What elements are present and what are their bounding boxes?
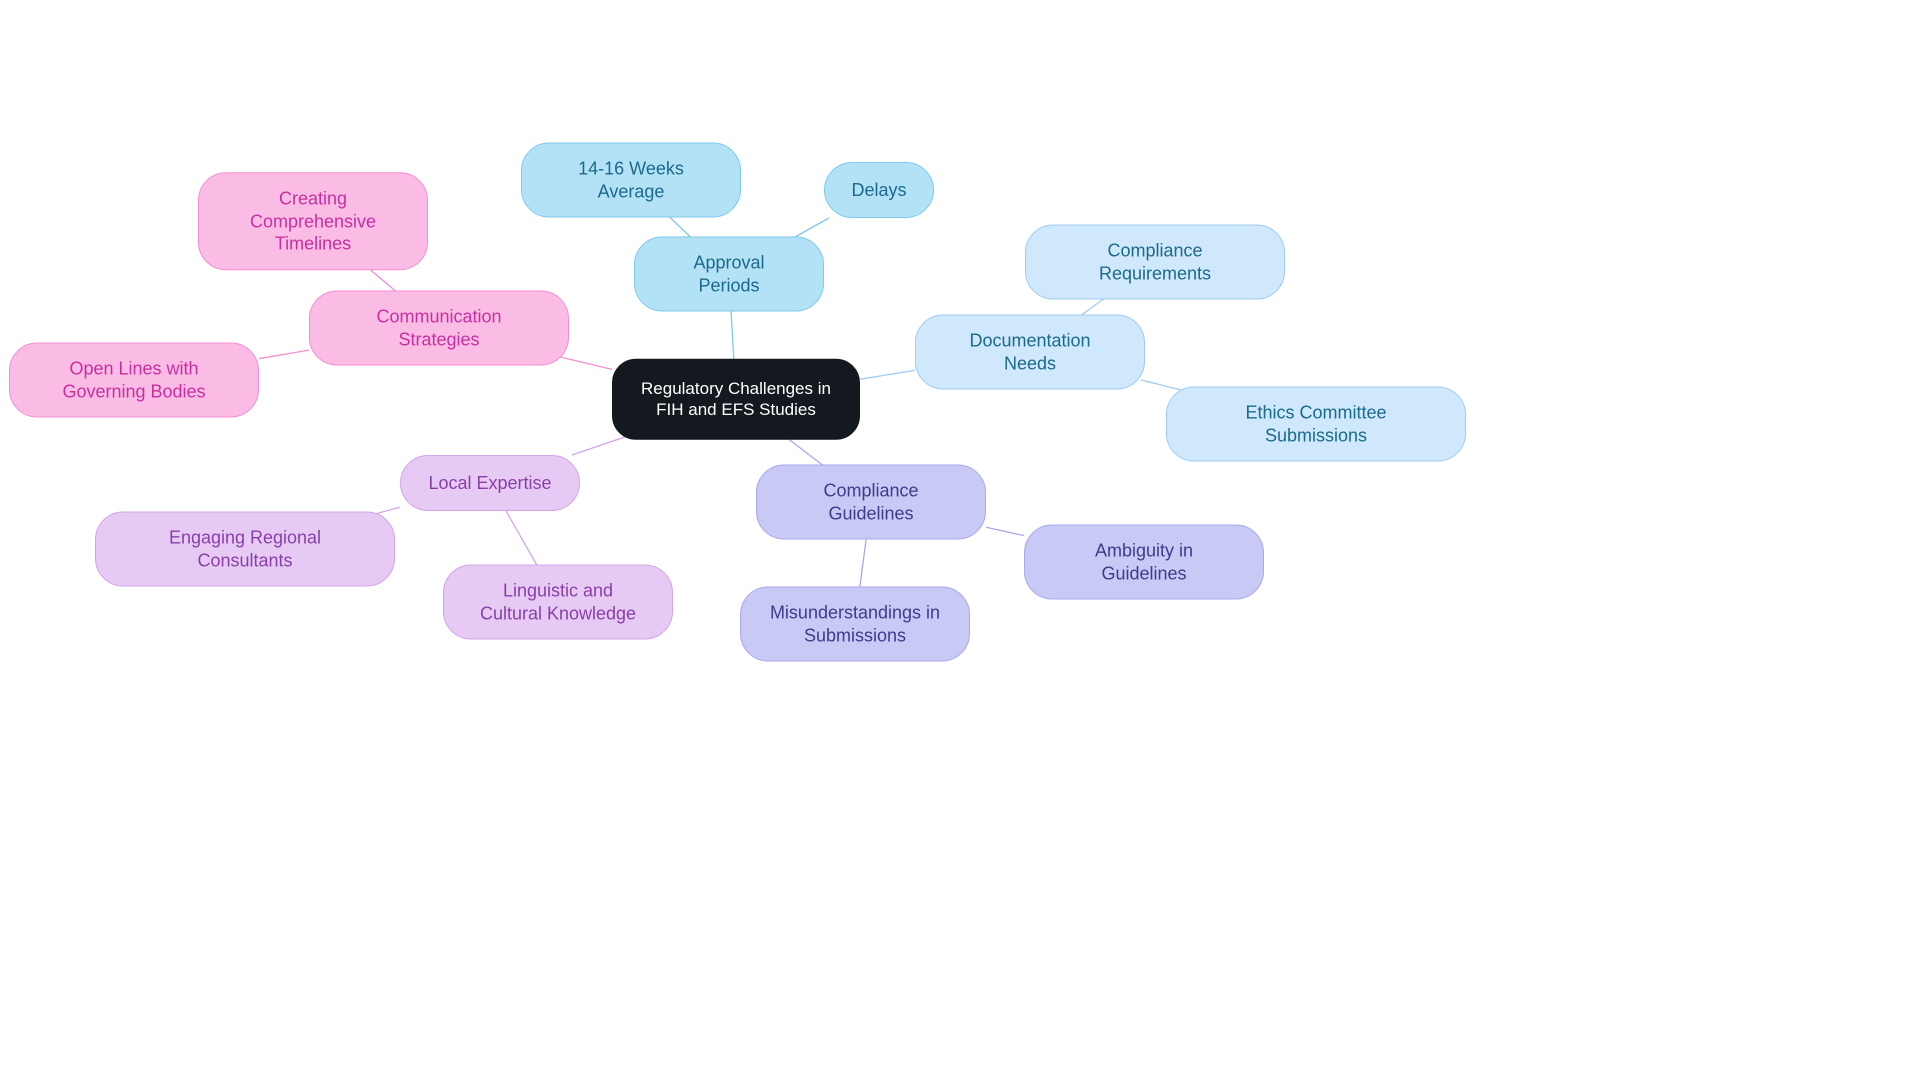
node-ambig: Ambiguity in Guidelines	[1024, 525, 1264, 600]
edge	[556, 356, 612, 369]
node-label: Approval Periods	[661, 252, 797, 297]
node-label: Open Lines with Governing Bodies	[36, 358, 232, 403]
node-label: 14-16 Weeks Average	[548, 158, 714, 203]
node-delays: Delays	[824, 162, 934, 218]
mindmap-canvas: Regulatory Challenges in FIH and EFS Stu…	[0, 0, 1920, 1083]
node-label: Compliance Guidelines	[783, 480, 959, 525]
node-label: Delays	[851, 179, 906, 202]
root-node: Regulatory Challenges in FIH and EFS Stu…	[612, 359, 860, 440]
edge	[986, 527, 1024, 535]
edge	[572, 435, 631, 455]
edge	[259, 350, 309, 359]
node-label: Misunderstandings in Submissions	[767, 602, 943, 647]
node-label: Communication Strategies	[336, 306, 542, 351]
node-timelines: Creating Comprehensive Timelines	[198, 172, 428, 270]
node-approval: Approval Periods	[634, 237, 824, 312]
node-regional: Engaging Regional Consultants	[95, 512, 395, 587]
node-label: Compliance Requirements	[1052, 240, 1258, 285]
node-label: Engaging Regional Consultants	[122, 527, 368, 572]
node-local: Local Expertise	[400, 455, 580, 511]
edge	[860, 370, 915, 379]
node-ethics: Ethics Committee Submissions	[1166, 387, 1466, 462]
node-label: Creating Comprehensive Timelines	[225, 187, 401, 255]
node-ling: Linguistic and Cultural Knowledge	[443, 565, 673, 640]
node-label: Ambiguity in Guidelines	[1051, 540, 1237, 585]
node-comm: Communication Strategies	[309, 291, 569, 366]
node-compg: Compliance Guidelines	[756, 465, 986, 540]
node-openlines: Open Lines with Governing Bodies	[9, 343, 259, 418]
node-label: Local Expertise	[428, 472, 551, 495]
node-label: Ethics Committee Submissions	[1193, 402, 1439, 447]
node-label: Regulatory Challenges in FIH and EFS Stu…	[635, 378, 837, 421]
node-label: Documentation Needs	[942, 330, 1118, 375]
node-compreq: Compliance Requirements	[1025, 225, 1285, 300]
node-doc: Documentation Needs	[915, 315, 1145, 390]
node-label: Linguistic and Cultural Knowledge	[470, 580, 646, 625]
node-misund: Misunderstandings in Submissions	[740, 587, 970, 662]
edge	[506, 511, 538, 567]
node-weeks: 14-16 Weeks Average	[521, 143, 741, 218]
